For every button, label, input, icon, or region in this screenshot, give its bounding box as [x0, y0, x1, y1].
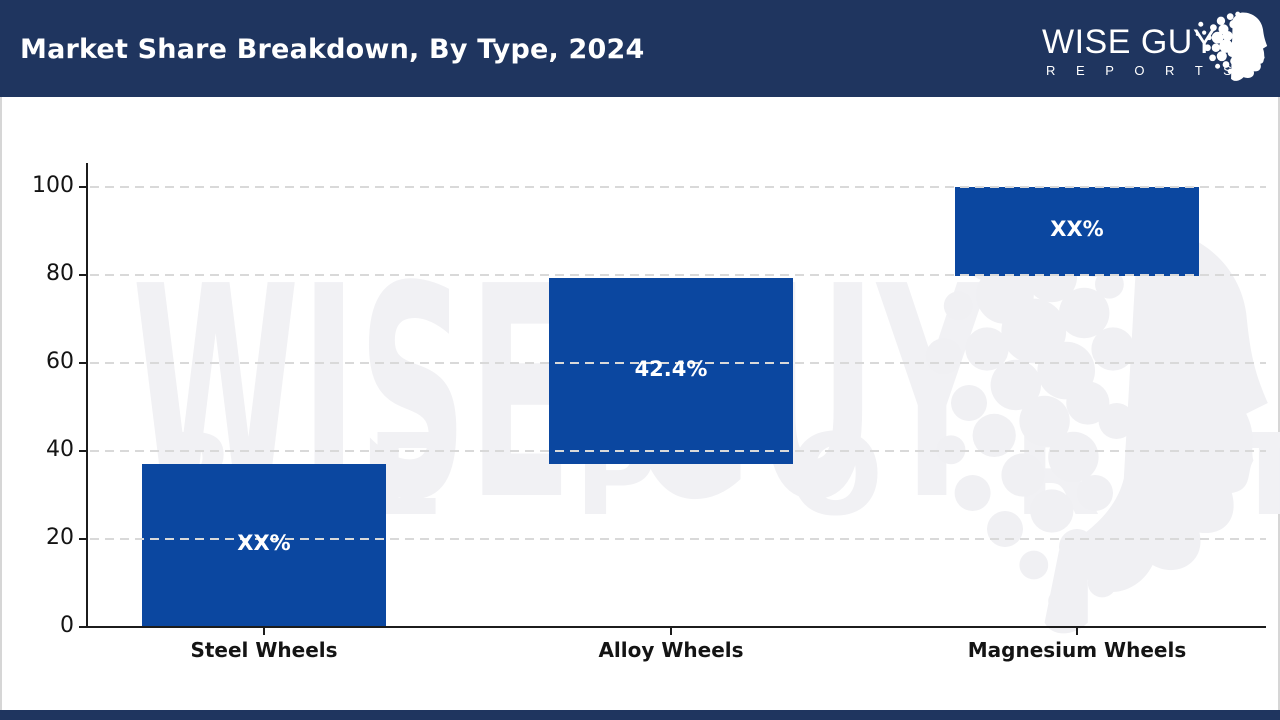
x-tick: [263, 628, 265, 635]
footer-band: [0, 710, 1280, 720]
gridline-20: [90, 538, 1266, 540]
y-tick-label: 100: [32, 173, 74, 198]
bar-alloy-wheels: [549, 278, 793, 464]
x-tick: [1076, 628, 1078, 635]
chart-title: Market Share Breakdown, By Type, 2024: [20, 34, 645, 65]
y-axis: [86, 163, 88, 628]
category-label-alloy: Alloy Wheels: [598, 638, 744, 662]
y-tick-label: 60: [46, 349, 74, 374]
bar-value-label-steel: XX%: [237, 531, 291, 555]
gridline-40: [90, 450, 1266, 452]
y-tick-label: 40: [46, 437, 74, 462]
y-tick-label: 20: [46, 525, 74, 550]
gridline-80: [90, 274, 1266, 276]
y-tick: [79, 450, 87, 452]
gridline-60: [90, 362, 1266, 364]
y-tick: [79, 538, 87, 540]
gridline-100: [90, 186, 1266, 188]
y-tick-label: 80: [46, 261, 74, 286]
x-axis: [86, 626, 1266, 628]
bar-steel-wheels: [142, 464, 386, 626]
category-label-steel: Steel Wheels: [190, 638, 338, 662]
logo-brand-text: WISE GUY: [1042, 23, 1217, 61]
y-tick: [79, 186, 87, 188]
bar-value-label-alloy: 42.4%: [634, 357, 708, 381]
y-tick: [79, 274, 87, 276]
category-label-magnesium: Magnesium Wheels: [967, 638, 1187, 662]
wiseguy-logo: WISE GUY R E P O R T S: [1024, 6, 1268, 92]
logo-face-icon: [1195, 11, 1268, 81]
header-band: Market Share Breakdown, By Type, 2024 WI…: [0, 0, 1280, 97]
bar-value-label-magnesium: XX%: [1050, 217, 1104, 241]
y-tick-label: 0: [60, 613, 74, 638]
logo-reports-text: R E P O R T S: [1046, 63, 1241, 78]
watermark-face-icon: [925, 205, 1268, 634]
bar-magnesium-wheels: [955, 187, 1199, 276]
y-tick: [79, 626, 87, 628]
x-tick: [670, 628, 672, 635]
y-tick: [79, 362, 87, 364]
